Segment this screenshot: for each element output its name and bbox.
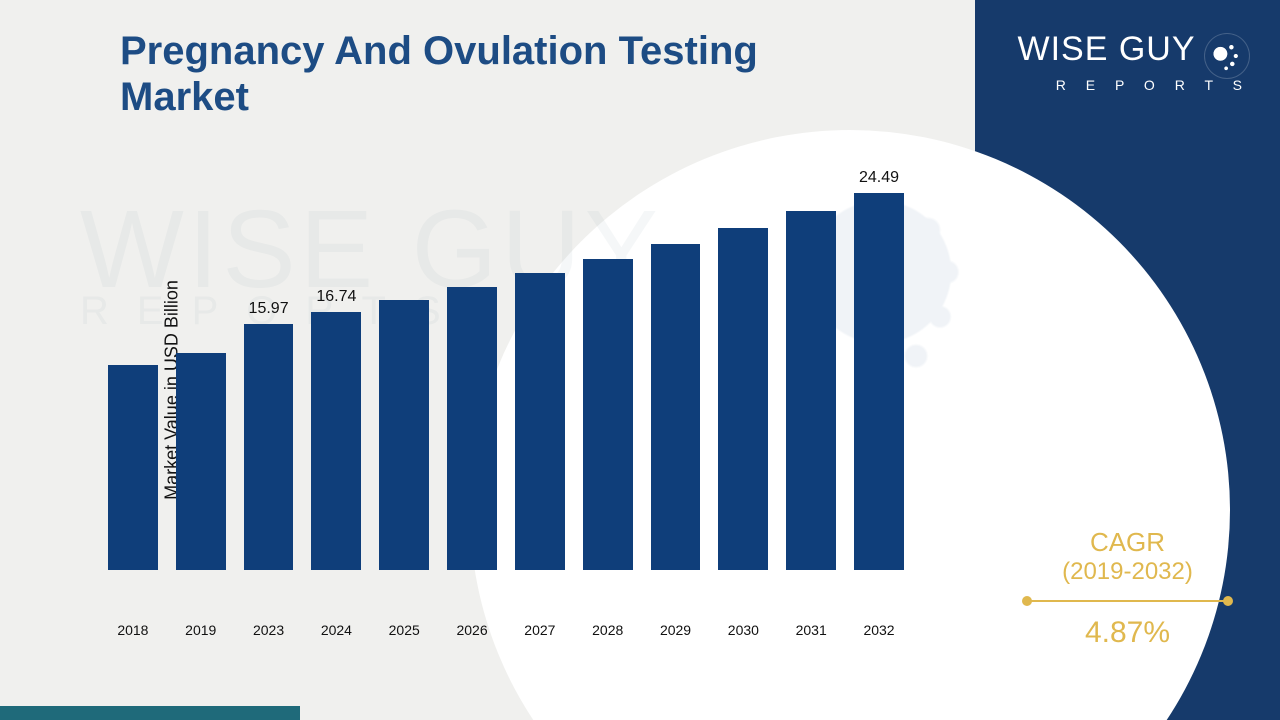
bar [244, 324, 294, 570]
bar [176, 353, 226, 570]
bar-wrap [108, 341, 158, 570]
x-tick: 2023 [244, 622, 294, 638]
bar-wrap [447, 263, 497, 570]
chart-title: Pregnancy And Ovulation Testing Market [120, 28, 800, 120]
bar-wrap [718, 204, 768, 570]
bar-wrap [786, 187, 836, 570]
page-root: Pregnancy And Ovulation Testing Market W… [0, 0, 1280, 720]
bar-value-label: 16.74 [316, 288, 356, 308]
brand-logo: WISE GUY R E P O R T S [1018, 30, 1250, 93]
x-tick: 2029 [651, 622, 701, 638]
x-axis: 2018 2019 2023 2024 2025 2026 2027 2028 2029 2030… [102, 622, 910, 638]
bar [311, 312, 361, 570]
bar [447, 287, 497, 570]
bar-chart: Market Value in USD Billion 15.9716.7424… [80, 170, 910, 610]
cagr-block: CAGR (2019-2032) 4.87% [1015, 527, 1240, 650]
bar [379, 300, 429, 570]
bar [854, 193, 904, 570]
plot-area: 15.97 16.74 24.49 [102, 170, 910, 570]
cagr-label: CAGR [1015, 527, 1240, 558]
bar [651, 244, 701, 570]
logo-text-main: WISE GUY [1018, 30, 1196, 68]
bar-wrap [651, 220, 701, 570]
bar-wrap: 24.49 [854, 169, 904, 570]
bar-value-label: 15.97 [249, 300, 289, 320]
x-tick: 2026 [447, 622, 497, 638]
x-tick: 2024 [311, 622, 361, 638]
bar-wrap [379, 276, 429, 570]
x-tick: 2028 [583, 622, 633, 638]
bars-container: 15.97 16.74 24.49 [102, 170, 910, 570]
bar [786, 211, 836, 570]
footer-accent-bar [0, 706, 300, 720]
x-tick: 2027 [515, 622, 565, 638]
bar [583, 259, 633, 570]
logo-text-sub: R E P O R T S [1018, 77, 1250, 93]
x-tick: 2030 [718, 622, 768, 638]
bar [108, 365, 158, 570]
bar-wrap [176, 329, 226, 570]
x-tick: 2019 [176, 622, 226, 638]
bar-wrap [583, 235, 633, 570]
x-tick: 2018 [108, 622, 158, 638]
bar-wrap: 16.74 [311, 288, 361, 570]
x-tick: 2031 [786, 622, 836, 638]
bar-wrap [515, 249, 565, 570]
cagr-divider [1027, 600, 1228, 602]
bar-value-label: 24.49 [859, 169, 899, 189]
bar [718, 228, 768, 570]
x-tick: 2025 [379, 622, 429, 638]
cagr-value: 4.87% [1015, 616, 1240, 650]
bar-wrap: 15.97 [244, 300, 294, 570]
bar [515, 273, 565, 570]
logo-head-icon [1204, 33, 1250, 79]
x-tick: 2032 [854, 622, 904, 638]
cagr-period: (2019-2032) [1015, 558, 1240, 586]
